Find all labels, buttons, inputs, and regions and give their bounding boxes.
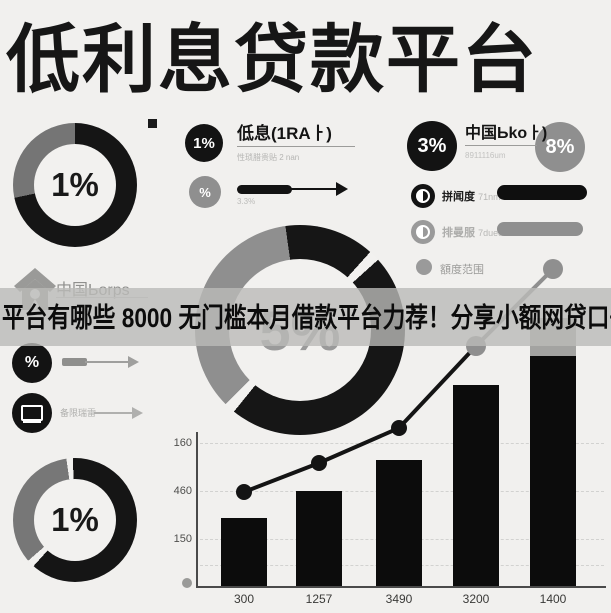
bar: [453, 385, 499, 586]
low-interest-badge: 1%: [185, 124, 223, 162]
rating-bar-gray: [497, 222, 583, 236]
half-moon-icon: [416, 225, 430, 239]
donut-chart-top-left: 1%: [13, 123, 137, 247]
donut-hole: [34, 144, 116, 226]
progress-bar: [237, 185, 292, 194]
monitor-circle: [12, 393, 52, 433]
low-interest-subtitle: 性琐腊贵贴 2 nan: [237, 153, 300, 162]
row-label-sub: 71nm: [478, 192, 501, 202]
china-badge-right: 8%: [535, 122, 585, 172]
row-label-text: 拼闻度: [442, 191, 475, 203]
row-label-sub: 7dued: [478, 228, 504, 238]
x-axis: [196, 586, 606, 588]
contrast-icon: [411, 184, 435, 208]
divider: [465, 145, 537, 146]
row-label: 排曼服 7dued: [442, 224, 503, 240]
rate-note: 3.3%: [237, 197, 256, 206]
x-axis-label: 1257: [305, 592, 333, 606]
decor-square: [148, 119, 157, 128]
gridline: [200, 443, 604, 444]
y-axis: [196, 432, 198, 588]
donut-chart-bottom-left: 1%: [13, 458, 137, 582]
half-moon-icon: [416, 189, 430, 203]
donut-center-label: 1%: [51, 166, 99, 203]
origin-dot-icon: [182, 578, 192, 588]
y-axis-tick: 460: [173, 485, 192, 497]
arrow-head-icon: [132, 407, 143, 419]
bar: [376, 460, 422, 586]
row-label: 备限瑞雷: [60, 408, 97, 418]
arrow-head-icon: [128, 356, 139, 368]
x-axis-label: 3200: [462, 592, 490, 606]
progress-bar-gray: [62, 358, 87, 366]
low-interest-title: 低息(1RAㅏ): [237, 124, 332, 143]
arrow-line: [290, 188, 338, 190]
bar: [530, 318, 576, 586]
divider: [237, 146, 355, 147]
monitor-icon: [21, 405, 43, 421]
legend-label: 額度范围: [440, 264, 484, 276]
row-label: 拼闻度 71nm: [442, 188, 501, 204]
x-axis-label: 300: [233, 592, 255, 606]
arrow-line: [85, 361, 130, 363]
china-badge-left: 3%: [407, 121, 457, 171]
banner-overlay: [0, 288, 611, 346]
donut-hole: [34, 479, 116, 561]
page-title: 低利息贷款平台: [6, 18, 538, 101]
rating-bar-black: [497, 185, 587, 200]
percent-badge: %: [189, 176, 221, 208]
arrow-head-icon: [336, 182, 348, 196]
bar: [221, 518, 267, 586]
china-card-title: 中国Ьkoㅏ): [465, 125, 548, 142]
contrast-icon-gray: [411, 220, 435, 244]
donut-center-label: 1%: [51, 501, 99, 538]
row-label-text: 排曼服: [442, 227, 475, 239]
bar: [296, 491, 342, 586]
y-axis-tick: 150: [173, 533, 192, 545]
y-axis-tick: 160: [173, 437, 192, 449]
arrow-line: [94, 412, 134, 414]
china-card-subtitle: 8911116um: [465, 151, 506, 160]
percent-circle: %: [12, 343, 52, 383]
legend-dot-icon: [416, 259, 432, 275]
x-axis-label: 3490: [385, 592, 413, 606]
banner-text: 平台有哪些 8000 无门槛本月借款平台力荐！分享小额网贷口子8000: [2, 303, 611, 333]
x-axis-label: 1400: [539, 592, 567, 606]
